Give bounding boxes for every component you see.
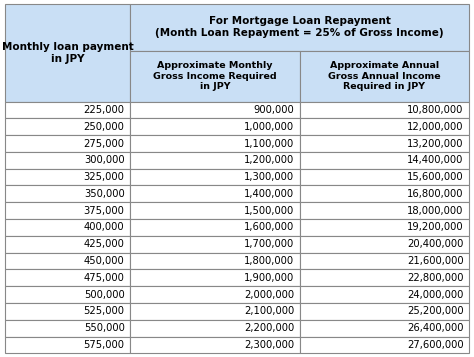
Text: 21,600,000: 21,600,000 xyxy=(407,256,464,266)
Bar xyxy=(5,101,130,118)
Bar xyxy=(5,303,130,320)
Bar xyxy=(130,270,300,286)
Text: 1,400,000: 1,400,000 xyxy=(244,189,294,199)
Text: 2,000,000: 2,000,000 xyxy=(244,290,294,300)
Bar xyxy=(130,253,300,270)
Text: 250,000: 250,000 xyxy=(84,122,125,132)
Bar xyxy=(130,337,300,353)
Text: 15,600,000: 15,600,000 xyxy=(407,172,464,182)
Text: 1,800,000: 1,800,000 xyxy=(244,256,294,266)
Bar xyxy=(130,118,300,135)
Text: 14,400,000: 14,400,000 xyxy=(407,155,464,165)
Text: 375,000: 375,000 xyxy=(84,206,125,216)
Bar xyxy=(5,186,130,202)
Bar xyxy=(130,135,300,152)
Bar xyxy=(300,186,469,202)
Text: 1,700,000: 1,700,000 xyxy=(244,239,294,249)
Bar xyxy=(130,236,300,253)
Bar xyxy=(130,4,469,51)
Text: 1,600,000: 1,600,000 xyxy=(244,222,294,232)
Text: 25,200,000: 25,200,000 xyxy=(407,306,464,316)
Bar xyxy=(300,169,469,186)
Text: 325,000: 325,000 xyxy=(84,172,125,182)
Bar xyxy=(130,202,300,219)
Text: 20,400,000: 20,400,000 xyxy=(407,239,464,249)
Text: 22,800,000: 22,800,000 xyxy=(407,273,464,283)
Bar xyxy=(300,118,469,135)
Text: 2,100,000: 2,100,000 xyxy=(244,306,294,316)
Bar xyxy=(130,51,300,101)
Bar xyxy=(300,135,469,152)
Bar xyxy=(300,152,469,169)
Text: 12,000,000: 12,000,000 xyxy=(407,122,464,132)
Bar xyxy=(300,236,469,253)
Bar xyxy=(130,219,300,236)
Text: 525,000: 525,000 xyxy=(83,306,125,316)
Text: 900,000: 900,000 xyxy=(254,105,294,115)
Text: Approximate Annual
Gross Annual Income
Required in JPY: Approximate Annual Gross Annual Income R… xyxy=(328,61,441,91)
Bar xyxy=(5,169,130,186)
Bar xyxy=(130,101,300,118)
Bar xyxy=(5,135,130,152)
Text: 425,000: 425,000 xyxy=(84,239,125,249)
Text: 350,000: 350,000 xyxy=(84,189,125,199)
Text: 10,800,000: 10,800,000 xyxy=(407,105,464,115)
Text: 18,000,000: 18,000,000 xyxy=(407,206,464,216)
Text: 475,000: 475,000 xyxy=(84,273,125,283)
Text: 275,000: 275,000 xyxy=(83,139,125,149)
Text: 27,600,000: 27,600,000 xyxy=(407,340,464,350)
Bar xyxy=(5,219,130,236)
Bar xyxy=(5,253,130,270)
Bar xyxy=(5,4,130,101)
Text: 300,000: 300,000 xyxy=(84,155,125,165)
Text: Approximate Monthly
Gross Income Required
in JPY: Approximate Monthly Gross Income Require… xyxy=(153,61,277,91)
Bar xyxy=(5,320,130,337)
Text: 19,200,000: 19,200,000 xyxy=(407,222,464,232)
Bar xyxy=(5,236,130,253)
Text: 1,200,000: 1,200,000 xyxy=(244,155,294,165)
Bar xyxy=(300,270,469,286)
Bar xyxy=(5,270,130,286)
Text: 1,900,000: 1,900,000 xyxy=(244,273,294,283)
Bar xyxy=(5,202,130,219)
Text: 550,000: 550,000 xyxy=(84,323,125,333)
Text: 500,000: 500,000 xyxy=(84,290,125,300)
Text: 24,000,000: 24,000,000 xyxy=(407,290,464,300)
Text: 1,100,000: 1,100,000 xyxy=(244,139,294,149)
Bar xyxy=(5,286,130,303)
Bar xyxy=(5,152,130,169)
Bar xyxy=(300,202,469,219)
Text: 2,200,000: 2,200,000 xyxy=(244,323,294,333)
Bar xyxy=(130,320,300,337)
Bar xyxy=(130,303,300,320)
Bar xyxy=(300,101,469,118)
Text: 26,400,000: 26,400,000 xyxy=(407,323,464,333)
Text: 450,000: 450,000 xyxy=(84,256,125,266)
Bar xyxy=(300,320,469,337)
Text: Monthly loan payment
in JPY: Monthly loan payment in JPY xyxy=(1,41,133,64)
Text: 2,300,000: 2,300,000 xyxy=(244,340,294,350)
Bar xyxy=(5,337,130,353)
Bar xyxy=(130,169,300,186)
Text: 1,500,000: 1,500,000 xyxy=(244,206,294,216)
Bar xyxy=(130,186,300,202)
Bar xyxy=(300,253,469,270)
Bar xyxy=(300,286,469,303)
Text: 575,000: 575,000 xyxy=(83,340,125,350)
Text: 1,300,000: 1,300,000 xyxy=(244,172,294,182)
Text: 400,000: 400,000 xyxy=(84,222,125,232)
Text: 225,000: 225,000 xyxy=(83,105,125,115)
Bar xyxy=(130,152,300,169)
Text: For Mortgage Loan Repayment
(Month Loan Repayment = 25% of Gross Income): For Mortgage Loan Repayment (Month Loan … xyxy=(155,16,444,38)
Bar xyxy=(130,286,300,303)
Bar xyxy=(300,303,469,320)
Bar xyxy=(300,219,469,236)
Text: 13,200,000: 13,200,000 xyxy=(407,139,464,149)
Text: 1,000,000: 1,000,000 xyxy=(244,122,294,132)
Bar xyxy=(300,51,469,101)
Text: 16,800,000: 16,800,000 xyxy=(407,189,464,199)
Bar xyxy=(5,118,130,135)
Bar xyxy=(300,337,469,353)
